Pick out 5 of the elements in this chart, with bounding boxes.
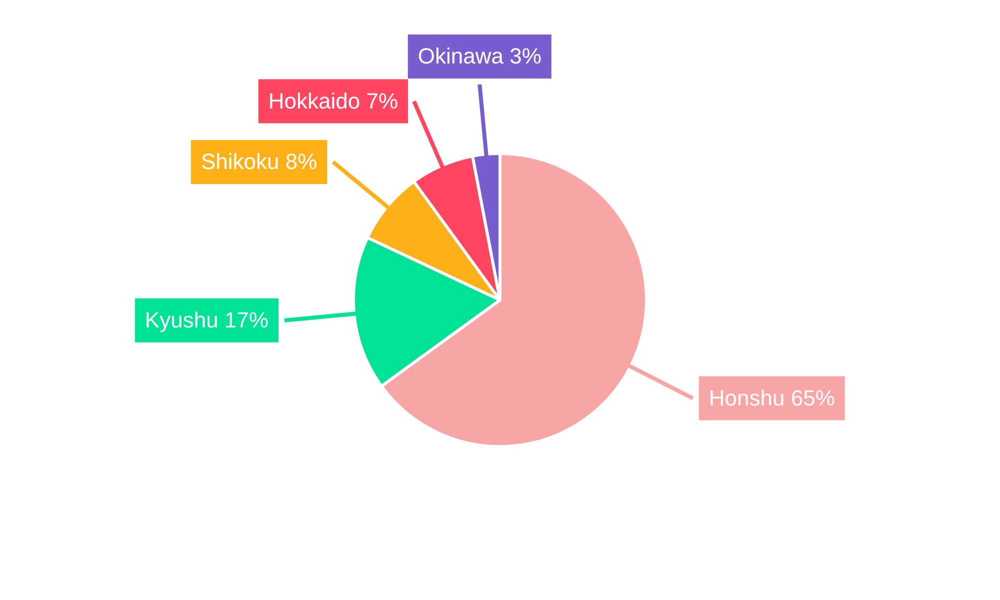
slice-label: Kyushu 17% <box>144 307 268 332</box>
slice-label: Shikoku 8% <box>201 149 318 174</box>
slice-label: Okinawa 3% <box>418 44 542 69</box>
slice-label: Honshu 65% <box>708 385 835 410</box>
slice-label: Hokkaido 7% <box>268 88 398 114</box>
